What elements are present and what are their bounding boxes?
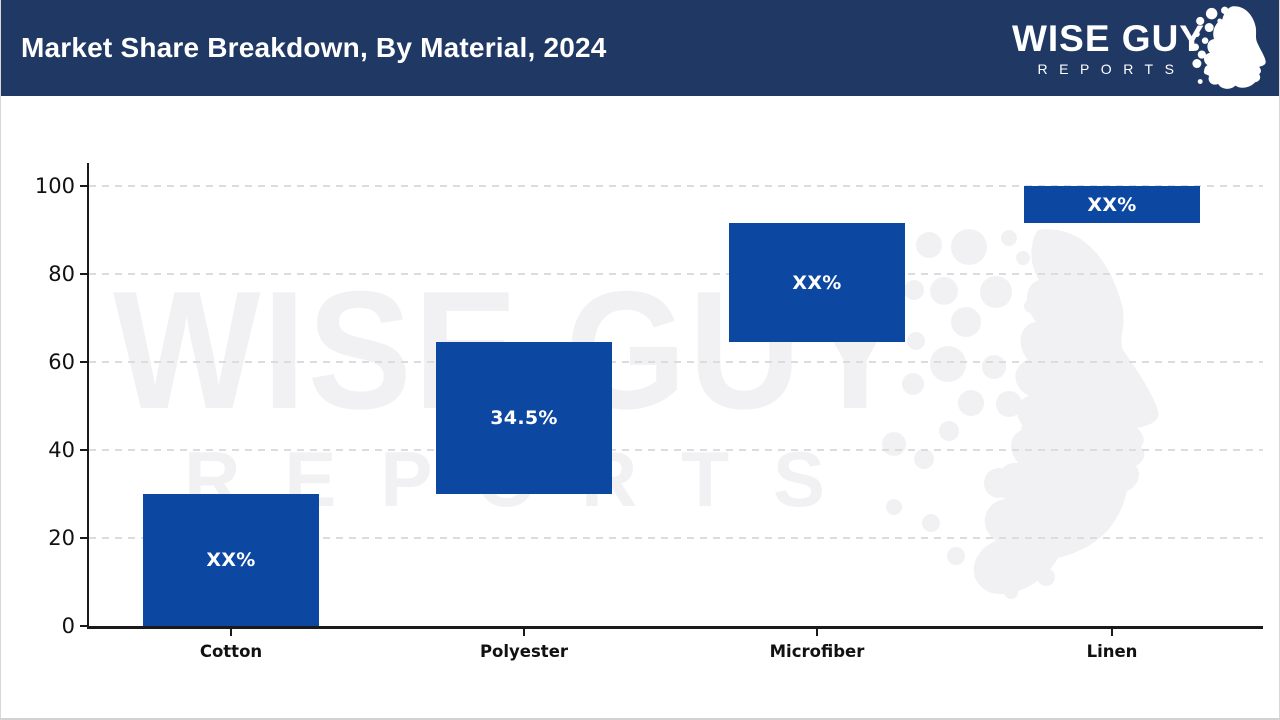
y-tickmark-60 [80,361,89,363]
bar-value-label-cotton: XX% [206,549,256,571]
x-tickmark-polyester [523,628,525,636]
y-tick-label-100: 100 [34,174,75,198]
gridline-y80 [89,273,1263,275]
y-tick-label-0: 0 [61,614,75,638]
y-axis-spine [87,163,89,628]
y-tick-label-40: 40 [48,438,75,462]
y-tick-label-80: 80 [48,262,75,286]
bar-polyester: 34.5% [436,342,612,494]
logo-name-label: WISE GUY [1011,17,1205,59]
wiseguy-logo: WISE GUY REPORTS [1012,2,1271,94]
x-tick-label-linen: Linen [1086,642,1138,661]
y-tickmark-0 [80,625,89,627]
bar-linen: XX% [1024,186,1200,224]
bar-microfiber: XX% [729,223,905,343]
gridline-y100 [89,185,1263,187]
y-tickmark-80 [80,273,89,275]
x-tickmark-cotton [230,628,232,636]
x-tickmark-linen [1111,628,1113,636]
y-tick-label-20: 20 [48,526,75,550]
y-tick-label-60: 60 [48,350,75,374]
page-title: Market Share Breakdown, By Material, 202… [21,32,607,63]
x-tickmark-microfiber [816,628,818,636]
x-tick-label-microfiber: Microfiber [769,642,865,661]
bar-value-label-linen: XX% [1087,193,1137,216]
gridline-y20 [89,537,1263,539]
header: Market Share Breakdown, By Material, 202… [1,0,1279,96]
wiseguy-head-logo-icon [1191,6,1266,89]
gridline-y40 [89,449,1263,451]
bar-value-label-microfiber: XX% [792,271,842,294]
y-tickmark-100 [80,185,89,187]
logo-text: WISE GUY REPORTS [1012,20,1205,77]
x-axis-spine [87,626,1263,629]
plot-area: 0 20 40 60 80 100 XX% 34.5% XX% XX% Cotton Polyeste… [1,96,1279,718]
bar-value-label-polyester: 34.5% [490,407,558,430]
x-tick-label-cotton: Cotton [199,642,263,661]
logo-reports-label: REPORTS [1037,60,1186,77]
y-tickmark-20 [80,537,89,539]
x-tick-label-polyester: Polyester [479,642,569,661]
gridline-y60 [89,361,1263,363]
y-tickmark-40 [80,449,89,451]
bar-cotton: XX% [143,494,319,626]
